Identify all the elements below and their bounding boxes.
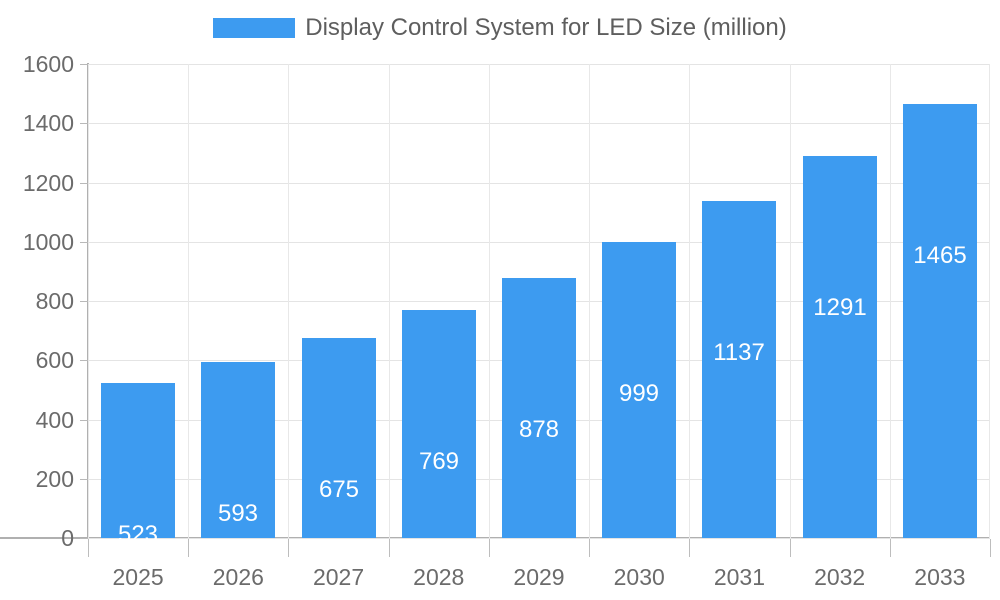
x-tick-mark (489, 539, 490, 557)
bar-2029[interactable]: 878 (502, 277, 576, 538)
bar-2032[interactable]: 1291 (803, 155, 877, 538)
gridline-vertical (389, 64, 390, 538)
x-tick-label-2028: 2028 (413, 564, 465, 590)
y-tick-mark (80, 478, 88, 480)
bar-value-label: 878 (518, 415, 560, 443)
bar-2028[interactable]: 769 (402, 310, 476, 538)
gridline-vertical (790, 64, 791, 538)
x-tick-label-2026: 2026 (212, 564, 264, 590)
x-tick-mark (88, 539, 89, 557)
x-tick-mark (589, 539, 590, 557)
x-tick-mark (990, 539, 991, 557)
x-tick-label-2033: 2033 (914, 564, 966, 590)
bar-value-label: 593 (217, 500, 259, 528)
bar-value-label: 523 (117, 521, 159, 549)
gridline-horizontal (88, 241, 990, 243)
gridline-vertical (989, 64, 990, 538)
y-tick-mark (80, 360, 88, 362)
bar-value-label: 1465 (913, 242, 967, 269)
bar-value-label: 1137 (713, 339, 765, 367)
bar-value-label: 1291 (813, 293, 867, 321)
bar-2031[interactable]: 1137 (702, 201, 776, 538)
legend-entry-label: Display Control System for LED Size (mil… (305, 14, 787, 41)
bar-value-label: 675 (318, 476, 360, 504)
y-tick-mark (80, 301, 88, 302)
x-tick-label-2029: 2029 (513, 564, 565, 590)
x-tick-mark (389, 539, 390, 557)
x-tick-mark (188, 539, 189, 557)
y-tick-label: 400 (35, 406, 74, 433)
y-tick-label: 800 (35, 288, 74, 314)
x-tick-label-2032: 2032 (814, 564, 866, 590)
y-tick-mark (80, 241, 88, 243)
y-tick-label: 0 (61, 525, 74, 551)
x-tick-label-2030: 2030 (613, 564, 665, 590)
y-tick-mark (80, 123, 88, 125)
chart-legend: Display Control System for LED Size (mil… (0, 0, 1000, 56)
bar-2025[interactable]: 523 (101, 383, 175, 547)
legend-entry-display-control-system[interactable]: Display Control System for LED Size (mil… (213, 14, 787, 41)
x-tick-label-2025: 2025 (112, 564, 164, 590)
bar-2027[interactable]: 675 (302, 338, 376, 538)
x-tick-mark (790, 539, 791, 557)
x-tick-label-2031: 2031 (713, 564, 766, 590)
gridline-horizontal (88, 538, 990, 539)
x-tick-mark (890, 539, 891, 557)
x-tick-mark (288, 539, 289, 557)
bar-value-label: 999 (618, 380, 660, 408)
gridline-vertical (288, 64, 289, 538)
gridline-vertical (188, 64, 189, 538)
legend-color-swatch-icon (213, 18, 296, 38)
gridline-horizontal (88, 64, 990, 65)
y-tick-label: 600 (35, 347, 74, 374)
bar-2033[interactable]: 1465 (903, 104, 977, 538)
x-tick-mark (689, 539, 690, 557)
y-tick-label: 200 (35, 465, 74, 492)
y-tick-mark (80, 419, 88, 421)
bar-2026[interactable]: 593 (201, 362, 275, 538)
y-tick-label: 1000 (22, 228, 74, 255)
gridline-vertical (489, 64, 490, 538)
gridline-vertical (689, 64, 690, 538)
y-tick-label: 1200 (22, 169, 74, 196)
gridline-vertical (890, 64, 891, 538)
gridline-horizontal (88, 182, 990, 184)
y-tick-label: 1600 (22, 51, 74, 77)
gridline-vertical (589, 64, 590, 538)
gridline-vertical (88, 64, 89, 538)
x-tick-label-2027: 2027 (312, 564, 365, 590)
y-tick-mark (80, 182, 88, 184)
bar-2030[interactable]: 999 (602, 242, 676, 538)
bar-value-label: 769 (418, 448, 460, 476)
y-tick-mark (80, 538, 88, 539)
gridline-horizontal (88, 123, 990, 125)
y-tick-label: 1400 (22, 110, 74, 137)
y-tick-mark (80, 64, 88, 65)
plot-area: 523 593 675 769 878 999 1137 1291 1465 (88, 64, 990, 547)
